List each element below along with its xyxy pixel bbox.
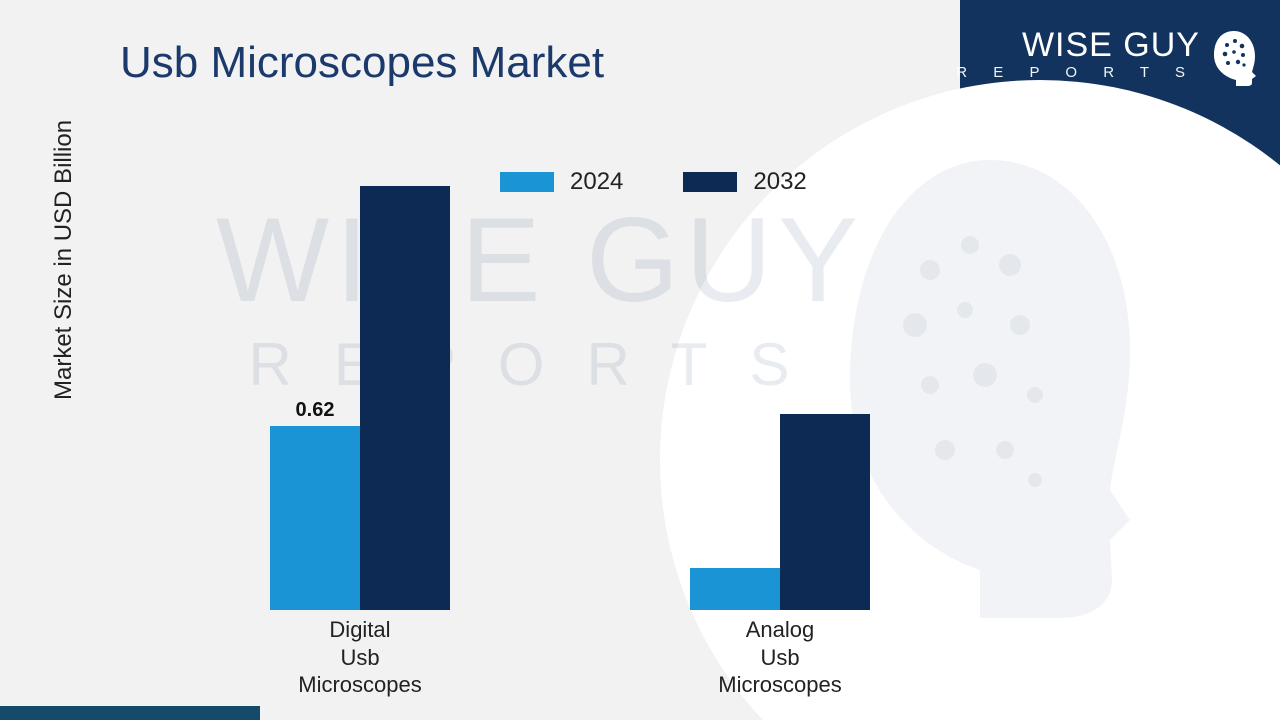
legend-swatch-2032	[683, 172, 737, 192]
legend-item-2032: 2032	[683, 168, 806, 196]
bar-value-label: 0.62	[270, 399, 360, 426]
brand-logo-sub: R E P O R T S	[956, 64, 1200, 81]
category-label: Analog Usb Microscopes	[690, 610, 870, 699]
legend-swatch-2024	[500, 172, 554, 192]
bar	[780, 414, 870, 610]
y-axis-label: Market Size in USD Billion	[50, 120, 78, 400]
chart-area: Market Size in USD Billion 0.62Digital U…	[60, 160, 960, 690]
legend-label-2024: 2024	[570, 168, 623, 196]
legend-item-2024: 2024	[500, 168, 623, 196]
bar	[690, 568, 780, 610]
brand-head-icon	[1210, 30, 1256, 86]
bar: 0.62	[270, 426, 360, 610]
brand-logo: WISE GUY R E P O R T S	[956, 28, 1250, 81]
plot-area: 0.62Digital Usb MicroscopesAnalog Usb Mi…	[120, 180, 940, 610]
bottom-accent-bar	[0, 706, 260, 720]
legend: 2024 2032	[500, 168, 807, 196]
bar	[360, 186, 450, 610]
chart-title: Usb Microscopes Market	[120, 38, 604, 88]
brand-logo-main: WISE GUY	[956, 28, 1200, 62]
category-label: Digital Usb Microscopes	[270, 610, 450, 699]
legend-label-2032: 2032	[753, 168, 806, 196]
